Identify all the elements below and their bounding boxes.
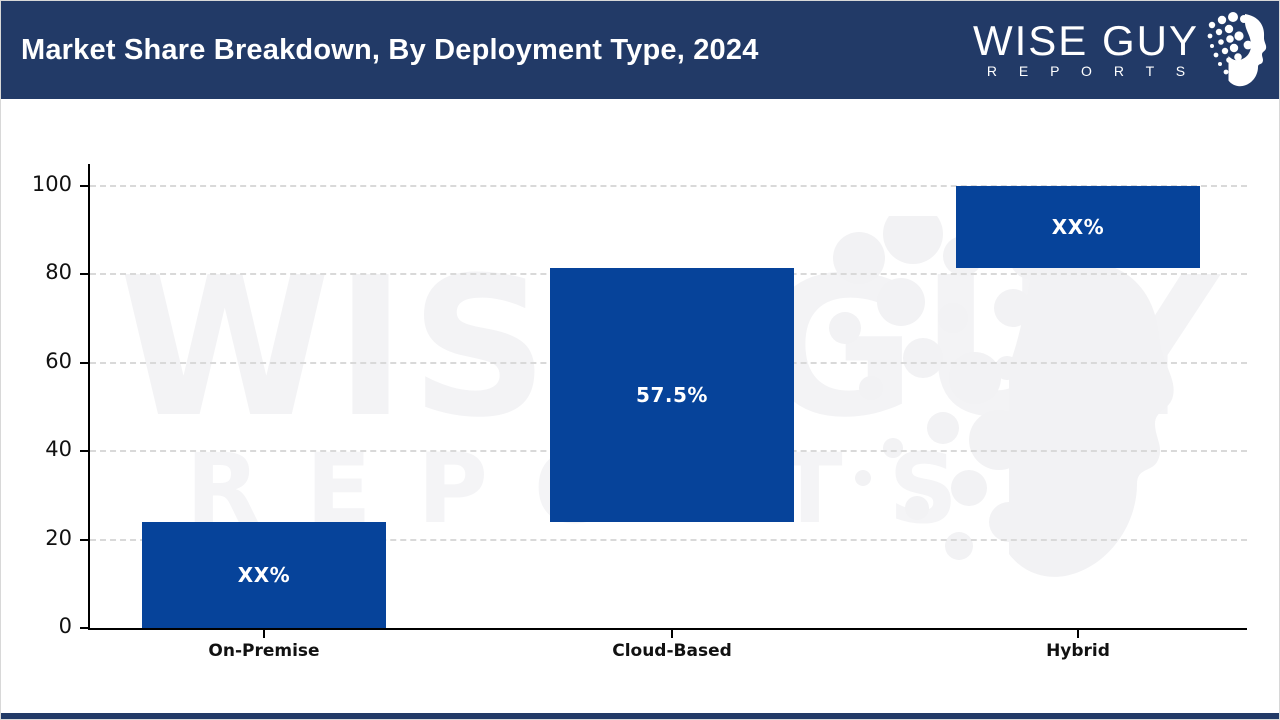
footer-bar	[1, 713, 1279, 719]
y-tick-label: 40	[45, 437, 72, 462]
brand-sub-label: R E P O R T S	[986, 63, 1195, 79]
bar-value-label: XX%	[237, 562, 291, 587]
y-tick	[80, 538, 90, 541]
x-tick-label: On-Premise	[208, 641, 320, 661]
brand-logo-text: WISE GUY R E P O R T S	[972, 17, 1199, 80]
y-tick	[80, 361, 90, 364]
y-tick-label: 0	[58, 614, 72, 638]
y-tick	[80, 185, 90, 187]
x-tick-label: Hybrid	[1046, 641, 1110, 661]
y-tick	[80, 273, 90, 276]
y-tick	[80, 627, 90, 629]
y-tick-label: 80	[45, 260, 72, 285]
brand-name-label: WISE GUY	[972, 17, 1199, 64]
x-tick	[671, 630, 673, 638]
x-tick	[1077, 630, 1079, 638]
chart-title: Market Share Breakdown, By Deployment Ty…	[21, 33, 759, 66]
x-axis	[88, 628, 1247, 630]
header-bar: Market Share Breakdown, By Deployment Ty…	[1, 1, 1279, 99]
y-tick-label: 20	[45, 525, 72, 550]
bar-on-premise: XX%	[142, 521, 386, 628]
bar-cloud-based: 57.5%	[550, 267, 794, 522]
bar-hybrid: XX%	[956, 186, 1200, 268]
bar-value-label: 57.5%	[636, 382, 708, 407]
y-tick	[80, 450, 90, 453]
gridline	[90, 185, 1247, 187]
plot-area: 0 20 40 60 80 100 XX% On-Premise 57.5% Cloud-Base…	[1, 99, 1279, 713]
y-axis	[88, 164, 90, 630]
gridline	[90, 538, 1247, 541]
y-tick-label: 60	[45, 348, 72, 373]
brand-logo: WISE GUY R E P O R T S	[973, 12, 1267, 88]
x-tick-label: Cloud-Based	[612, 641, 732, 661]
y-tick-label: 100	[31, 172, 72, 196]
bar-value-label: XX%	[1051, 214, 1105, 239]
brand-head-icon	[1207, 12, 1267, 87]
x-tick	[263, 630, 265, 638]
